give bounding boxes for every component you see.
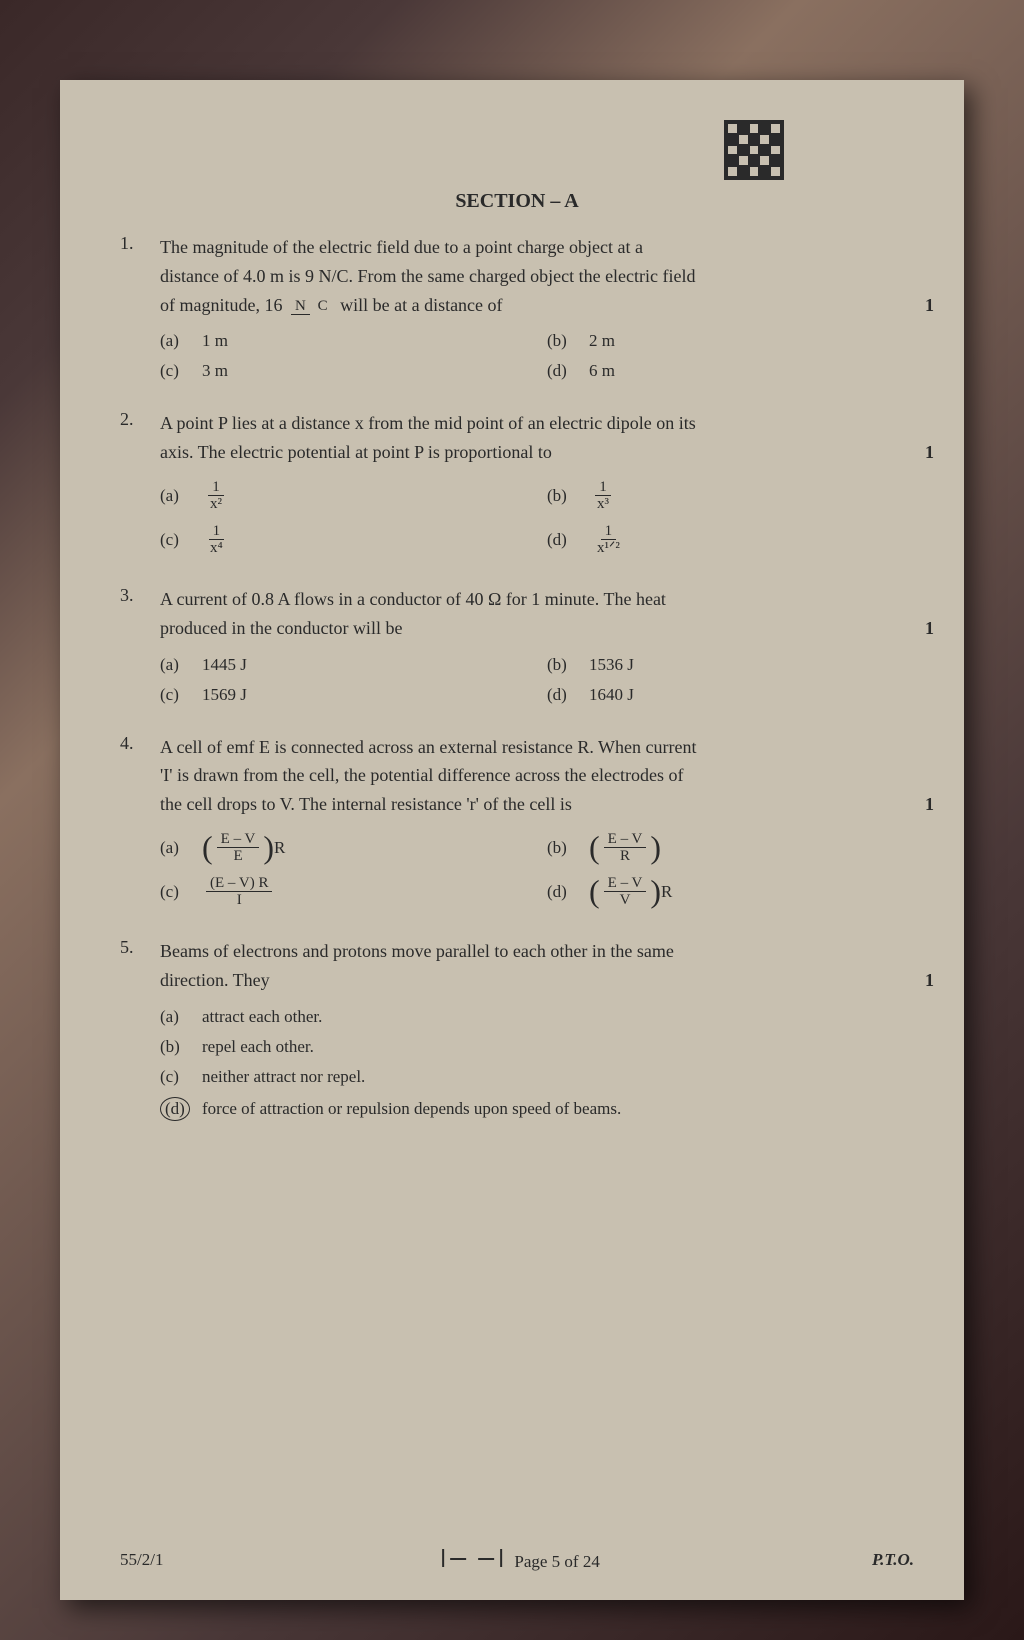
page-indicator: Page 5 of 24: [434, 1549, 600, 1572]
question-number: 5.: [120, 937, 134, 958]
question-4: 4. A cell of emf E is connected across a…: [120, 733, 914, 909]
marks: 1: [925, 790, 934, 819]
options-grid: (a)1445 J (b)1536 J (c)1569 J (d)1640 J: [160, 655, 914, 705]
options-grid: (a)1 m (b)2 m (c)3 m (d)6 m: [160, 331, 914, 381]
option-b: (b)1536 J: [547, 655, 914, 675]
question-3: 3. A current of 0.8 A flows in a conduct…: [120, 585, 914, 705]
option-b: (b)repel each other.: [160, 1037, 914, 1057]
dash-icon: [442, 1549, 502, 1567]
section-title: SECTION – A: [120, 190, 914, 213]
option-d: (d)force of attraction or repulsion depe…: [160, 1097, 914, 1121]
option-c: (c) (E – V) RI: [160, 875, 527, 909]
question-text: The magnitude of the electric field due …: [160, 233, 914, 319]
option-c: (c)1569 J: [160, 685, 527, 705]
options-list: (a)attract each other. (b)repel each oth…: [160, 1007, 914, 1121]
marks: 1: [925, 291, 934, 320]
option-b: (b)2 m: [547, 331, 914, 351]
pto-label: P.T.O.: [872, 1550, 914, 1570]
option-d: (d)6 m: [547, 361, 914, 381]
option-a: (a)1x²: [160, 479, 527, 513]
marks: 1: [925, 438, 934, 467]
question-text: A point P lies at a distance x from the …: [160, 409, 914, 467]
fraction: N C: [291, 294, 332, 318]
qr-code-icon: [724, 120, 784, 180]
question-text: A cell of emf E is connected across an e…: [160, 733, 914, 819]
paper-code: 55/2/1: [120, 1550, 163, 1570]
option-d: (d)1640 J: [547, 685, 914, 705]
marks: 1: [925, 966, 934, 995]
question-2: 2. A point P lies at a distance x from t…: [120, 409, 914, 557]
question-number: 3.: [120, 585, 134, 606]
option-c: (c)neither attract nor repel.: [160, 1067, 914, 1087]
option-a: (a)1445 J: [160, 655, 527, 675]
marks: 1: [925, 614, 934, 643]
option-d: (d) (E – VV) R: [547, 875, 914, 909]
option-d: (d)1x¹ᐟ²: [547, 523, 914, 557]
question-number: 4.: [120, 733, 134, 754]
option-b: (b) (E – VR): [547, 831, 914, 865]
question-text: A current of 0.8 A flows in a conductor …: [160, 585, 914, 643]
option-c: (c)1x⁴: [160, 523, 527, 557]
question-number: 1.: [120, 233, 134, 254]
option-a: (a) (E – VE) R: [160, 831, 527, 865]
page-footer: 55/2/1 Page 5 of 24 P.T.O.: [120, 1550, 914, 1570]
question-5: 5. Beams of electrons and protons move p…: [120, 937, 914, 1121]
option-b: (b)1x³: [547, 479, 914, 513]
question-number: 2.: [120, 409, 134, 430]
options-grid: (a) (E – VE) R (b) (E – VR) (c) (E – V) …: [160, 831, 914, 909]
option-a: (a)attract each other.: [160, 1007, 914, 1027]
exam-paper: SECTION – A 1. The magnitude of the elec…: [60, 80, 964, 1600]
option-a: (a)1 m: [160, 331, 527, 351]
options-grid: (a)1x² (b)1x³ (c)1x⁴ (d)1x¹ᐟ²: [160, 479, 914, 557]
question-text: Beams of electrons and protons move para…: [160, 937, 914, 995]
option-c: (c)3 m: [160, 361, 527, 381]
question-1: 1. The magnitude of the electric field d…: [120, 233, 914, 381]
